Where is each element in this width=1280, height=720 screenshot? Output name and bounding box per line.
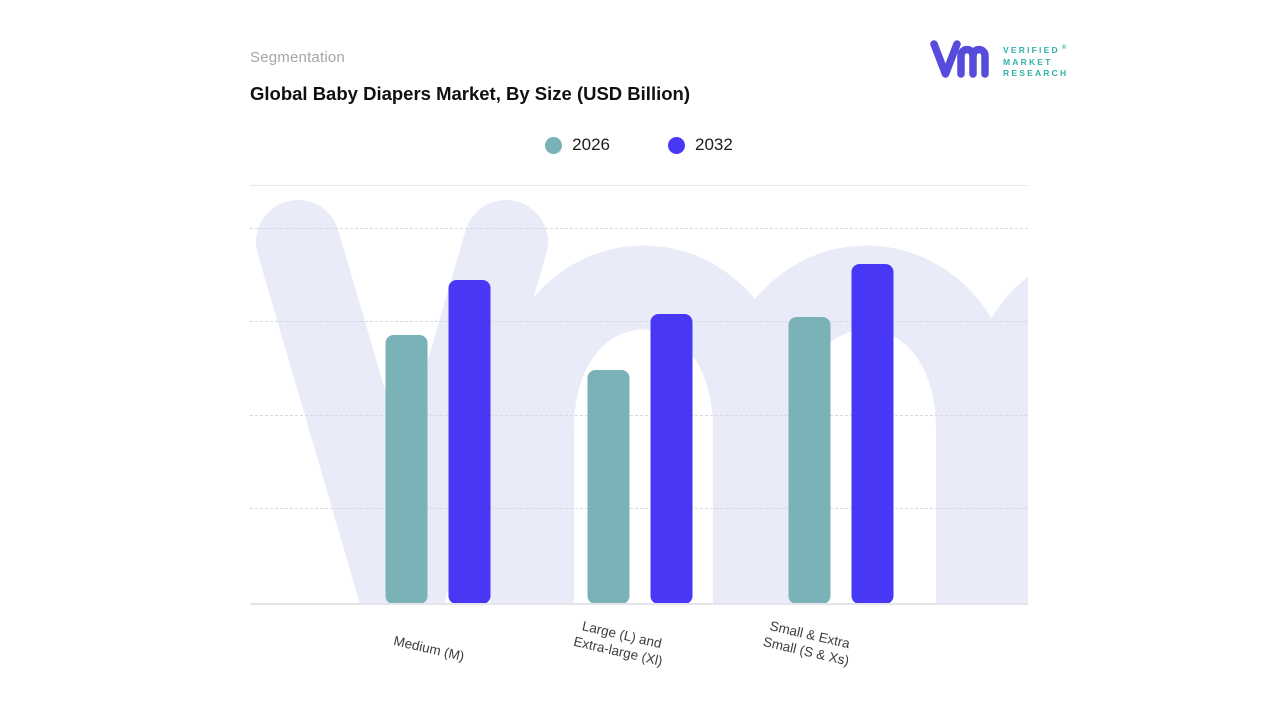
legend: 2026 2032 bbox=[250, 135, 1028, 155]
x-axis-line bbox=[250, 603, 1028, 605]
legend-dot-icon bbox=[668, 136, 685, 154]
x-axis-label-3: Small & Extra Small (S & Xs) bbox=[761, 618, 852, 669]
bar-2026-category-2[interactable] bbox=[587, 370, 630, 604]
legend-item-2026[interactable]: 2026 bbox=[545, 135, 610, 155]
registered-mark: ® bbox=[1061, 45, 1067, 52]
top-divider-line bbox=[250, 185, 1028, 186]
x-axis-label-1: Medium (M) bbox=[392, 633, 466, 664]
legend-label: 2026 bbox=[572, 135, 610, 154]
bar-group-1 bbox=[385, 280, 491, 604]
bar-group-3 bbox=[788, 264, 894, 604]
bar-2032-category-1[interactable] bbox=[448, 280, 491, 604]
x-axis-labels: Medium (M) Large (L) and Extra-large (Xl) S… bbox=[250, 618, 1028, 706]
page-title: Global Baby Diapers Market, By Size (USD… bbox=[250, 83, 690, 104]
vmr-monogram-icon bbox=[930, 37, 994, 86]
bar-2032-category-3[interactable] bbox=[851, 264, 894, 604]
plot-area bbox=[250, 186, 1028, 604]
bar-2026-category-3[interactable] bbox=[788, 317, 831, 604]
legend-dot-icon bbox=[545, 136, 563, 154]
logo-line-verified: VERIFIED ® bbox=[1003, 45, 1067, 56]
eyebrow-label: Segmentation bbox=[250, 49, 345, 66]
gridline bbox=[250, 508, 1028, 509]
gridline bbox=[250, 321, 1028, 322]
legend-label: 2032 bbox=[695, 135, 733, 154]
logo-line-market: MARKET bbox=[1003, 56, 1053, 67]
legend-item-2032[interactable]: 2032 bbox=[668, 135, 733, 155]
bar-group-2 bbox=[587, 314, 693, 604]
gridline bbox=[250, 228, 1028, 229]
x-axis-label-2: Large (L) and Extra-large (Xl) bbox=[572, 618, 665, 669]
logo-line-research: RESEARCH bbox=[1003, 68, 1069, 79]
vmr-logo: VERIFIED ® MARKET RESEARCH bbox=[930, 37, 1068, 86]
logo-wordmark: VERIFIED ® MARKET RESEARCH bbox=[1003, 43, 1068, 79]
bar-2032-category-2[interactable] bbox=[650, 314, 693, 604]
gridline bbox=[250, 415, 1028, 416]
bar-2026-category-1[interactable] bbox=[385, 335, 428, 604]
